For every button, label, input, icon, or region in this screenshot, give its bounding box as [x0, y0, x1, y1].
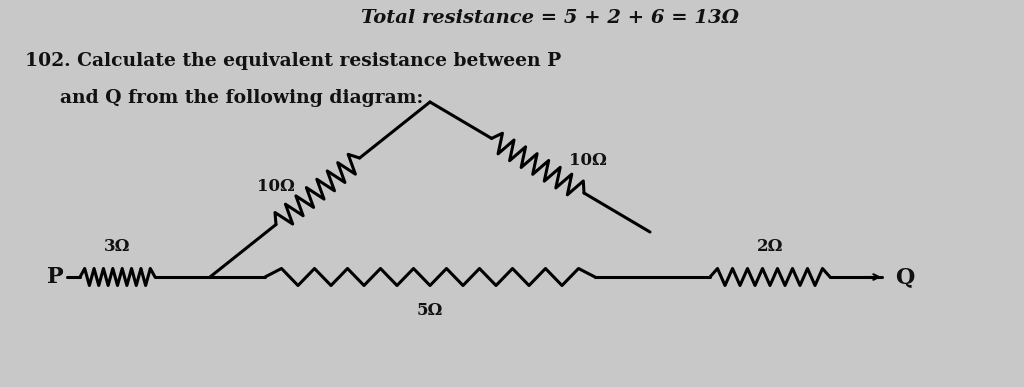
- Text: 3Ω: 3Ω: [104, 238, 131, 255]
- Text: and Q from the following diagram:: and Q from the following diagram:: [60, 89, 423, 107]
- Text: 2Ω: 2Ω: [757, 238, 783, 255]
- Text: Q: Q: [895, 266, 914, 288]
- Text: Total resistance = 5 + 2 + 6 = 13Ω: Total resistance = 5 + 2 + 6 = 13Ω: [361, 9, 739, 27]
- Text: 10Ω: 10Ω: [569, 152, 607, 169]
- Text: 102. Calculate the equivalent resistance between P: 102. Calculate the equivalent resistance…: [25, 52, 561, 70]
- Text: 5Ω: 5Ω: [417, 302, 443, 319]
- Text: P: P: [47, 266, 63, 288]
- Text: 10Ω: 10Ω: [257, 178, 295, 195]
